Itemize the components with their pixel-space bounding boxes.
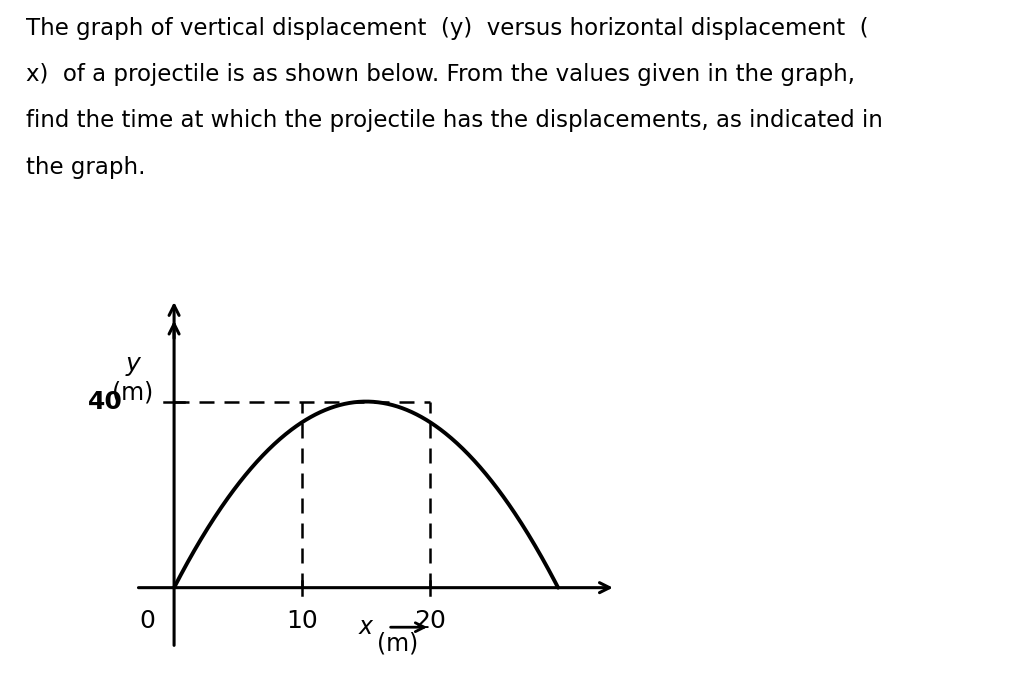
Text: 20: 20: [414, 609, 446, 632]
Text: y: y: [126, 352, 140, 376]
Text: The graph of vertical displacement  (y)  versus horizontal displacement  (: The graph of vertical displacement (y) v…: [26, 17, 868, 40]
Text: x)  of a projectile is as shown below. From the values given in the graph,: x) of a projectile is as shown below. Fr…: [26, 63, 855, 86]
Text: (m): (m): [378, 632, 419, 656]
Text: find the time at which the projectile has the displacements, as indicated in: find the time at which the projectile ha…: [26, 109, 883, 133]
Text: 0: 0: [139, 609, 155, 632]
Text: x: x: [359, 615, 373, 639]
Text: 10: 10: [286, 609, 318, 632]
Text: the graph.: the graph.: [26, 156, 145, 179]
Text: 40: 40: [88, 390, 123, 413]
Text: (m): (m): [113, 380, 154, 404]
